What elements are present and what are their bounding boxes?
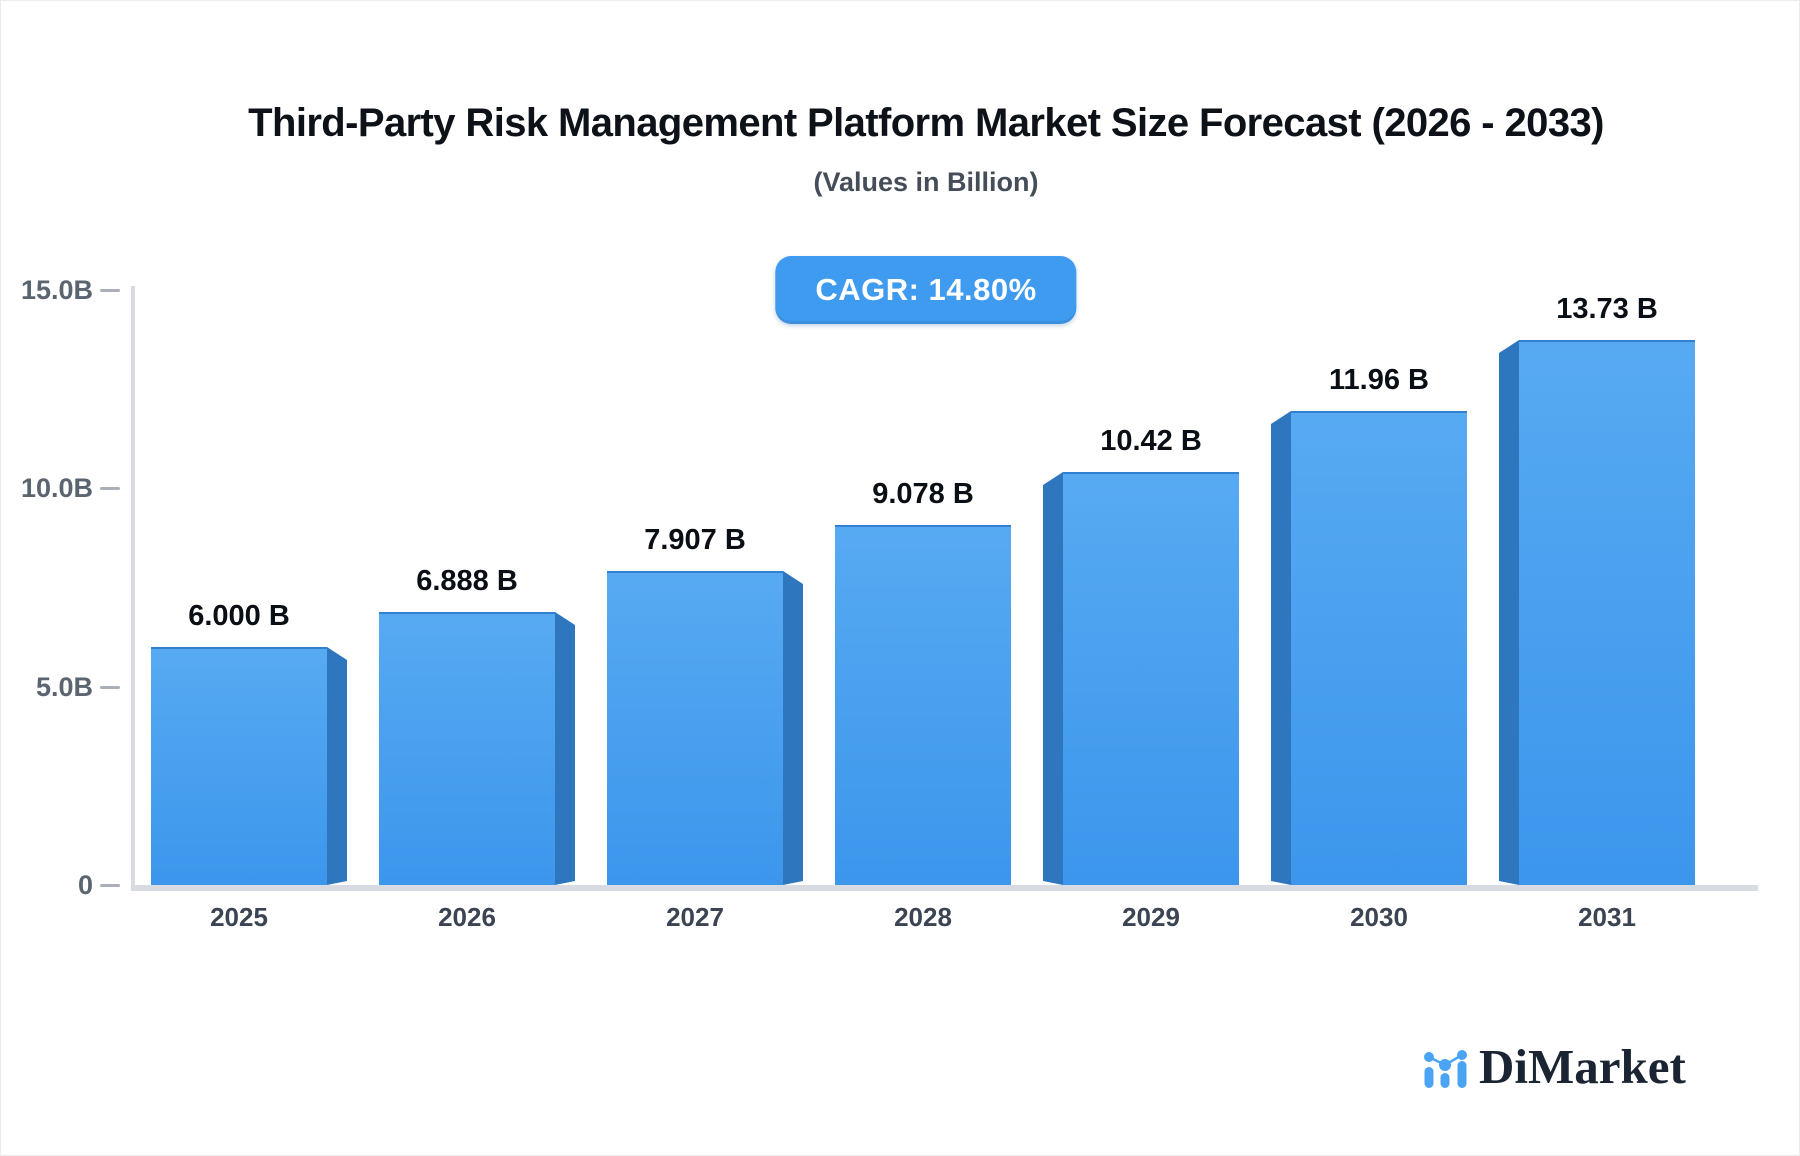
- x-axis-label: 2029: [1122, 902, 1180, 932]
- bar-value-label: 6.888 B: [416, 565, 518, 597]
- bar-value-label: 10.42 B: [1100, 425, 1202, 457]
- y-axis-tick: [100, 289, 120, 292]
- bar-side-face: [1043, 472, 1063, 885]
- y-axis-label: 10.0B: [20, 473, 93, 504]
- y-axis-tick: [100, 487, 120, 491]
- brand-name: DiMarket: [1479, 1039, 1686, 1094]
- bar-value-label: 11.96 B: [1329, 364, 1429, 396]
- bar-value-label: 6.000 B: [188, 600, 290, 632]
- bar-2027: [607, 571, 783, 885]
- brand-logo: DiMarket: [1422, 1039, 1752, 1103]
- x-axis-label: 2031: [1578, 902, 1636, 932]
- y-axis-line: [131, 286, 135, 891]
- bar-2026: [379, 612, 555, 885]
- bar-2028: [835, 525, 1011, 885]
- bar-side-face: [783, 571, 803, 885]
- chart-title: Third-Party Risk Management Platform Mar…: [248, 101, 1604, 145]
- cagr-badge: CAGR: 14.80%: [775, 256, 1077, 324]
- bar-2030: [1291, 411, 1467, 885]
- y-axis-label: 15.0B: [20, 275, 93, 305]
- bar-line-chart-icon: [1424, 1050, 1467, 1088]
- y-axis-label: 0: [77, 870, 93, 900]
- x-axis-label: 2025: [210, 902, 268, 932]
- x-axis-label: 2030: [1350, 902, 1408, 932]
- y-axis-tick: [100, 884, 120, 887]
- bar-value-label: 7.907 B: [644, 524, 746, 556]
- x-axis-line: [131, 885, 1758, 891]
- chart-subtitle: (Values in Billion): [813, 167, 1039, 197]
- x-axis-label: 2026: [438, 902, 496, 932]
- bar-value-label: 9.078 B: [872, 478, 974, 510]
- bar-side-face: [1499, 340, 1519, 885]
- x-axis-label: 2028: [894, 902, 952, 932]
- x-axis-label: 2027: [666, 902, 724, 932]
- bar-2031: [1519, 340, 1695, 885]
- bar-2025: [151, 647, 327, 885]
- bar-2029: [1063, 472, 1239, 885]
- y-axis-label: 5.0B: [35, 671, 93, 702]
- bar-value-label: 13.73 B: [1556, 293, 1658, 325]
- bar-side-face: [1271, 411, 1291, 885]
- bar-side-face: [555, 612, 575, 885]
- y-axis-tick: [100, 685, 120, 689]
- bar-side-face: [327, 647, 347, 885]
